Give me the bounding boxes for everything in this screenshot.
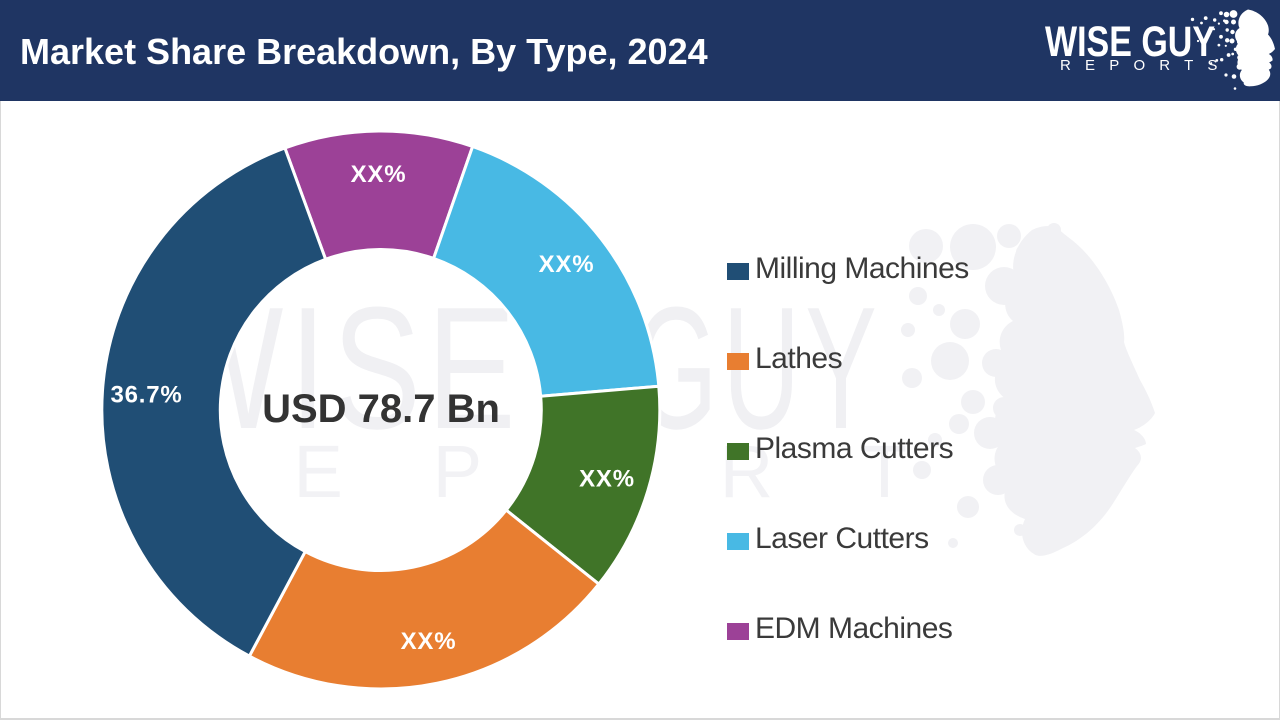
- svg-text:XX%: XX%: [351, 161, 407, 188]
- svg-text:36.7%: 36.7%: [110, 382, 182, 409]
- svg-text:XX%: XX%: [401, 628, 457, 655]
- svg-text:REPORTS: REPORTS: [1060, 57, 1232, 74]
- svg-text:XX%: XX%: [539, 251, 595, 278]
- svg-text:XX%: XX%: [579, 466, 635, 493]
- svg-text:WISE GUY: WISE GUY: [1045, 19, 1215, 66]
